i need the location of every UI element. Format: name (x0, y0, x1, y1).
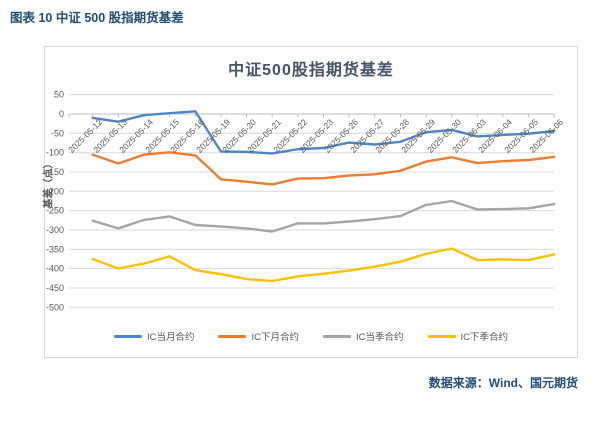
series-line-ic-current-month (91, 110, 556, 155)
series-line-ic-current-quarter (91, 199, 556, 233)
legend-swatch-ic-current-quarter (323, 334, 351, 338)
plot-area: 50 0 -50 -100 -150 -200 -250 -300 -350 -400 -450 -5… (46, 90, 556, 312)
series-line-ic-next-quarter (91, 247, 556, 283)
y-tick-label: -200 (46, 186, 64, 196)
legend-label: IC下季合约 (460, 332, 509, 343)
series-line-ic-next-month (91, 151, 556, 186)
y-tick-label: -100 (46, 148, 64, 158)
y-tick-label: 0 (59, 109, 64, 119)
y-tick-label: -450 (46, 283, 64, 293)
legend-item-ic-next-quarter: IC下季合约 (427, 329, 509, 343)
legend-swatch-ic-next-quarter (427, 334, 456, 338)
y-tick-label: -350 (46, 244, 64, 254)
y-tick-label: -300 (46, 225, 64, 235)
legend-swatch-ic-current-month (113, 334, 142, 338)
figure-caption: 图表 10 中证 500 股指期货基差 (10, 11, 184, 25)
legend-item-ic-current-quarter: IC当季合约 (323, 329, 404, 343)
legend-label: IC下月合约 (251, 332, 299, 343)
y-tick-label: -150 (46, 167, 64, 177)
chart-canvas: 中证500股指期货基差 基差（点） 50 0 -50 -100 -150 -200 -250… (44, 46, 578, 358)
chart-legend: IC当月合约 IC下月合约 IC当季合约 IC下季合约 (45, 329, 577, 343)
legend-item-ic-current-month: IC当月合约 (113, 329, 195, 343)
y-tick-label: -50 (51, 128, 64, 138)
legend-label: IC当季合约 (356, 332, 404, 343)
chart-title: 中证500股指期货基差 (228, 62, 394, 79)
y-tick-label: -250 (46, 206, 64, 216)
legend-swatch-ic-next-month (218, 334, 247, 338)
y-tick-label: -400 (46, 264, 64, 274)
y-tick-label: 50 (54, 90, 64, 100)
legend-label: IC当月合约 (146, 332, 195, 343)
legend-item-ic-next-month: IC下月合约 (218, 329, 299, 343)
data-source-note: 数据来源：Wind、国元期货 (428, 376, 578, 390)
y-tick-label: -500 (46, 302, 64, 312)
